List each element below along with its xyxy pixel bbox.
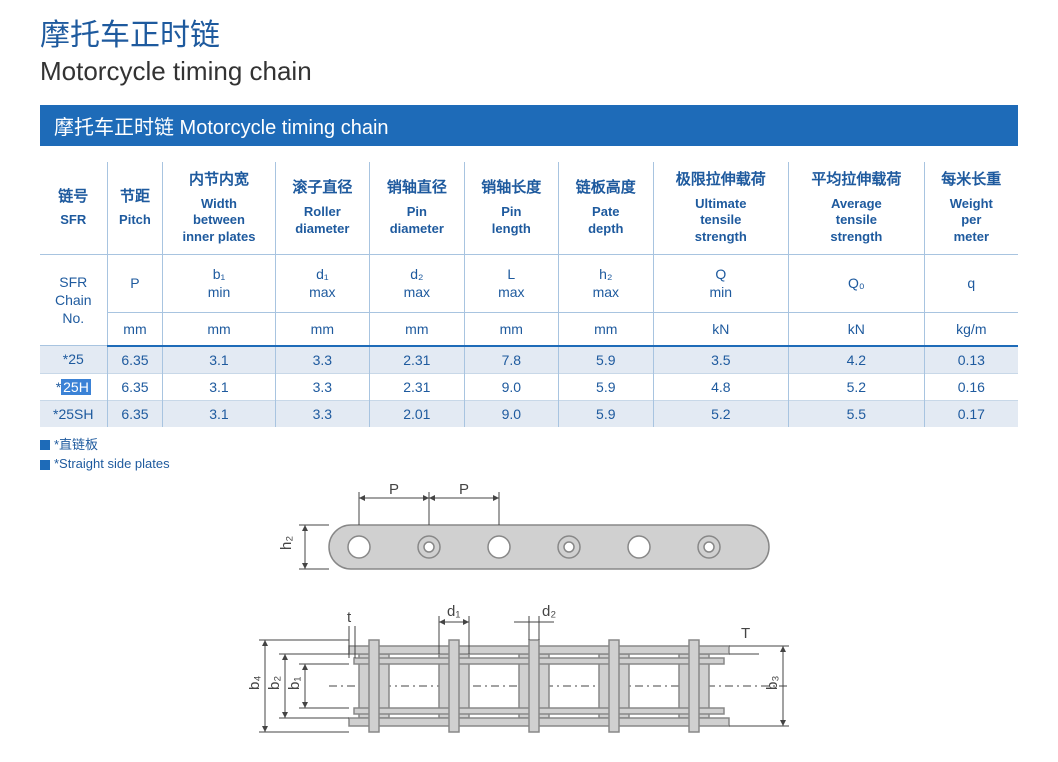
svg-text:b₁: b₁ (286, 676, 303, 689)
table-body: *256.353.13.32.317.85.93.54.20.13*25H6.3… (40, 346, 1018, 427)
section-bar: 摩托车正时链 Motorcycle timing chain (40, 105, 1018, 146)
col-unit: mm (275, 312, 369, 346)
col-symbol: Q₀ (789, 255, 925, 312)
col-header: 节距Pitch (107, 162, 163, 255)
bullet-icon (40, 460, 50, 470)
table-cell: 3.3 (275, 346, 369, 374)
col-header: 平均拉伸载荷Averagetensilestrength (789, 162, 925, 255)
spec-table: 链号SFR节距Pitch内节内宽Widthbetweeninner plates… (40, 162, 1018, 427)
svg-text:h₂: h₂ (278, 535, 295, 549)
table-cell: *25H (40, 373, 107, 400)
table-cell: 5.9 (559, 400, 653, 427)
col-unit: kN (789, 312, 925, 346)
page-title-en: Motorcycle timing chain (40, 56, 1018, 87)
table-cell: 3.5 (653, 346, 789, 374)
table-header: 链号SFR节距Pitch内节内宽Widthbetweeninner plates… (40, 162, 1018, 346)
table-cell: 9.0 (464, 400, 558, 427)
table-cell: 0.13 (924, 346, 1018, 374)
table-cell: 3.1 (163, 400, 275, 427)
table-row: *256.353.13.32.317.85.93.54.20.13 (40, 346, 1018, 374)
svg-text:b₃: b₃ (764, 675, 781, 689)
col-unit: kN (653, 312, 789, 346)
table-cell: 5.9 (559, 346, 653, 374)
svg-text:t: t (347, 609, 352, 626)
col-symbol: SFRChainNo. (40, 255, 107, 346)
table-cell: 3.3 (275, 373, 369, 400)
table-cell: 5.9 (559, 373, 653, 400)
table-cell: 9.0 (464, 373, 558, 400)
table-cell: 2.31 (370, 346, 464, 374)
table-cell: 2.01 (370, 400, 464, 427)
col-header: 销轴长度Pinlength (464, 162, 558, 255)
table-cell: 5.2 (789, 373, 925, 400)
col-header: 内节内宽Widthbetweeninner plates (163, 162, 275, 255)
diagram-top-view: P P h₂ (269, 480, 789, 590)
col-unit: mm (464, 312, 558, 346)
col-symbol: d₂max (370, 255, 464, 312)
col-symbol: P (107, 255, 163, 312)
svg-text:P: P (389, 481, 399, 498)
table-cell: *25 (40, 346, 107, 374)
table-cell: 0.16 (924, 373, 1018, 400)
svg-text:T: T (741, 625, 750, 642)
table-cell: 5.2 (653, 400, 789, 427)
col-symbol: h₂max (559, 255, 653, 312)
col-symbol: Qmin (653, 255, 789, 312)
table-cell: 2.31 (370, 373, 464, 400)
col-symbol: q (924, 255, 1018, 312)
svg-text:d₁: d₁ (447, 603, 460, 620)
col-unit: kg/m (924, 312, 1018, 346)
col-header: 极限拉伸载荷Ultimatetensilestrength (653, 162, 789, 255)
bullet-icon (40, 440, 50, 450)
table-cell: *25SH (40, 400, 107, 427)
col-symbol: d₁max (275, 255, 369, 312)
table-cell: 6.35 (107, 373, 163, 400)
table-cell: 3.3 (275, 400, 369, 427)
col-header: 每米长重Weightpermeter (924, 162, 1018, 255)
col-unit: mm (370, 312, 464, 346)
col-unit: mm (559, 312, 653, 346)
table-cell: 5.5 (789, 400, 925, 427)
svg-text:d₂: d₂ (542, 603, 556, 620)
table-cell: 3.1 (163, 346, 275, 374)
table-row: *25H6.353.13.32.319.05.94.85.20.16 (40, 373, 1018, 400)
col-header: 滚子直径Rollerdiameter (275, 162, 369, 255)
footnote: *直链板 *Straight side plates (40, 435, 1018, 474)
svg-text:b₄: b₄ (249, 675, 263, 689)
col-unit: mm (163, 312, 275, 346)
col-symbol: b₁min (163, 255, 275, 312)
footnote-cn: *直链板 (54, 437, 98, 452)
col-symbol: Lmax (464, 255, 558, 312)
table-row: *25SH6.353.13.32.019.05.95.25.50.17 (40, 400, 1018, 427)
table-cell: 7.8 (464, 346, 558, 374)
col-header: 链板高度Patedepth (559, 162, 653, 255)
table-cell: 6.35 (107, 400, 163, 427)
col-header: 销轴直径Pindiameter (370, 162, 464, 255)
diagram-side-view: d₁ d₂ T t b₁ b₂ b₄ b₃ (249, 596, 809, 746)
table-cell: 3.1 (163, 373, 275, 400)
table-cell: 0.17 (924, 400, 1018, 427)
footnote-en: *Straight side plates (54, 456, 170, 471)
chain-diagram: P P h₂ (40, 480, 1018, 746)
table-cell: 4.2 (789, 346, 925, 374)
col-header: 链号SFR (40, 162, 107, 255)
col-unit: mm (107, 312, 163, 346)
page-title-cn: 摩托车正时链 (40, 10, 1018, 54)
svg-text:b₂: b₂ (266, 675, 283, 689)
table-cell: 4.8 (653, 373, 789, 400)
table-cell: 6.35 (107, 346, 163, 374)
svg-text:P: P (459, 481, 469, 498)
